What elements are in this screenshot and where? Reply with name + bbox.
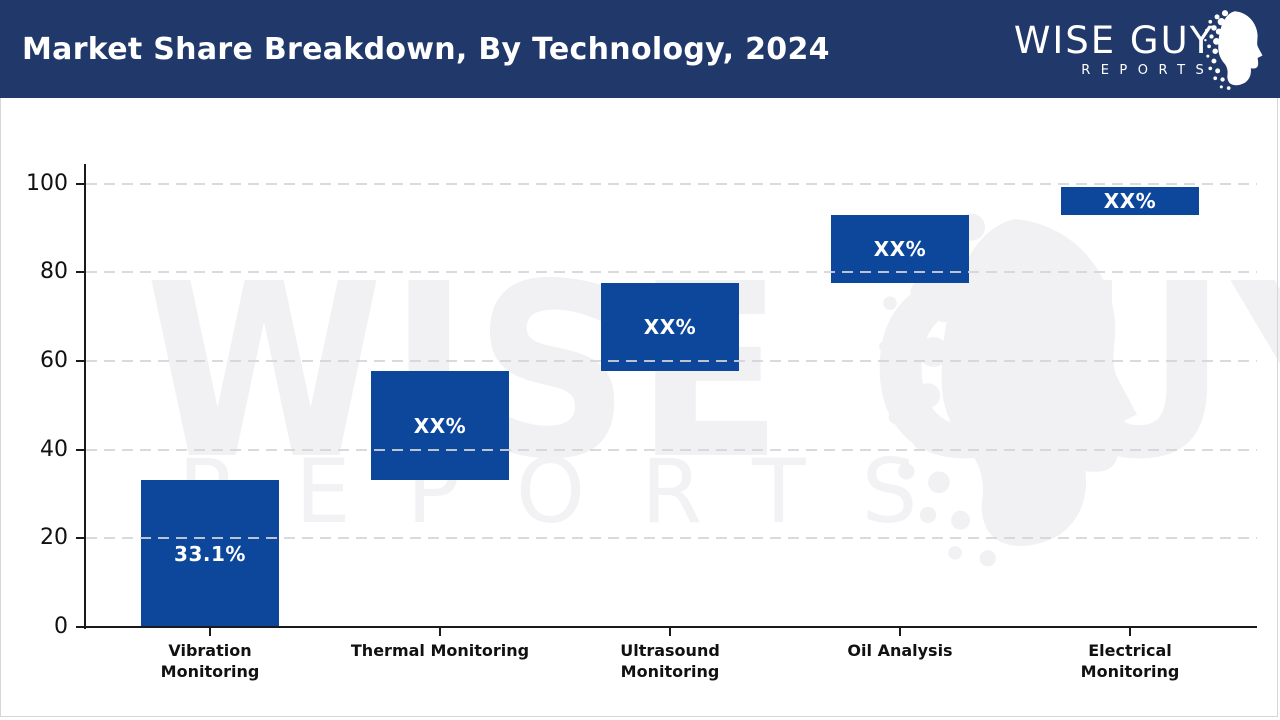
bar-value-label: XX% — [643, 314, 697, 339]
gridline — [86, 537, 1257, 540]
y-tick-mark — [76, 182, 86, 185]
bar: XX% — [601, 282, 739, 372]
x-category-label: Vibration Monitoring — [160, 641, 260, 681]
x-axis-line — [84, 626, 1257, 628]
x-tick-mark — [669, 627, 671, 636]
logo-head-icon — [1204, 10, 1263, 90]
gridline — [86, 271, 1257, 274]
x-tick-mark — [439, 627, 441, 636]
watermark-reports: REPORTS — [178, 440, 974, 543]
y-tick-mark — [76, 537, 86, 540]
bar: XX% — [1061, 186, 1199, 216]
x-category-label: Thermal Monitoring — [350, 641, 530, 660]
y-tick-label: 20 — [40, 525, 68, 551]
x-category-label: Electrical Monitoring — [1080, 641, 1180, 681]
y-axis-line — [84, 164, 86, 629]
bar-value-label: 33.1% — [174, 541, 246, 566]
y-tick-mark — [76, 271, 86, 274]
y-tick-label: 40 — [40, 436, 68, 462]
y-tick-mark — [76, 448, 86, 451]
bar: XX% — [371, 371, 509, 481]
logo-wordmark: WISE GUY — [1013, 19, 1215, 62]
header-bar: Market Share Breakdown, By Technology, 2… — [0, 0, 1280, 98]
wiseguy-logo: WISE GUY REPORTS — [1014, 4, 1272, 96]
bar-value-label: XX% — [1103, 189, 1157, 213]
gridline — [86, 182, 1257, 185]
x-category-label: Oil Analysis — [847, 641, 953, 660]
bar-value-label: XX% — [873, 236, 927, 261]
chart-title: Market Share Breakdown, By Technology, 2… — [22, 31, 830, 67]
logo-subtext: REPORTS — [1081, 63, 1215, 78]
bar: XX% — [831, 215, 969, 283]
y-tick-label: 80 — [40, 259, 68, 285]
y-tick-label: 60 — [40, 348, 68, 374]
x-tick-mark — [1129, 627, 1131, 636]
gridline — [86, 360, 1257, 363]
y-tick-mark — [76, 360, 86, 363]
x-tick-mark — [209, 627, 211, 636]
bar: 33.1% — [141, 480, 279, 627]
logo-text: WISE GUY REPORTS — [1014, 22, 1214, 78]
bar-value-label: XX% — [413, 413, 467, 438]
y-tick-label: 100 — [26, 170, 68, 196]
x-tick-mark — [899, 627, 901, 636]
y-tick-mark — [76, 626, 86, 628]
x-category-label: Ultrasound Monitoring — [620, 641, 720, 681]
gridline — [86, 448, 1257, 451]
y-tick-label: 0 — [54, 614, 68, 639]
